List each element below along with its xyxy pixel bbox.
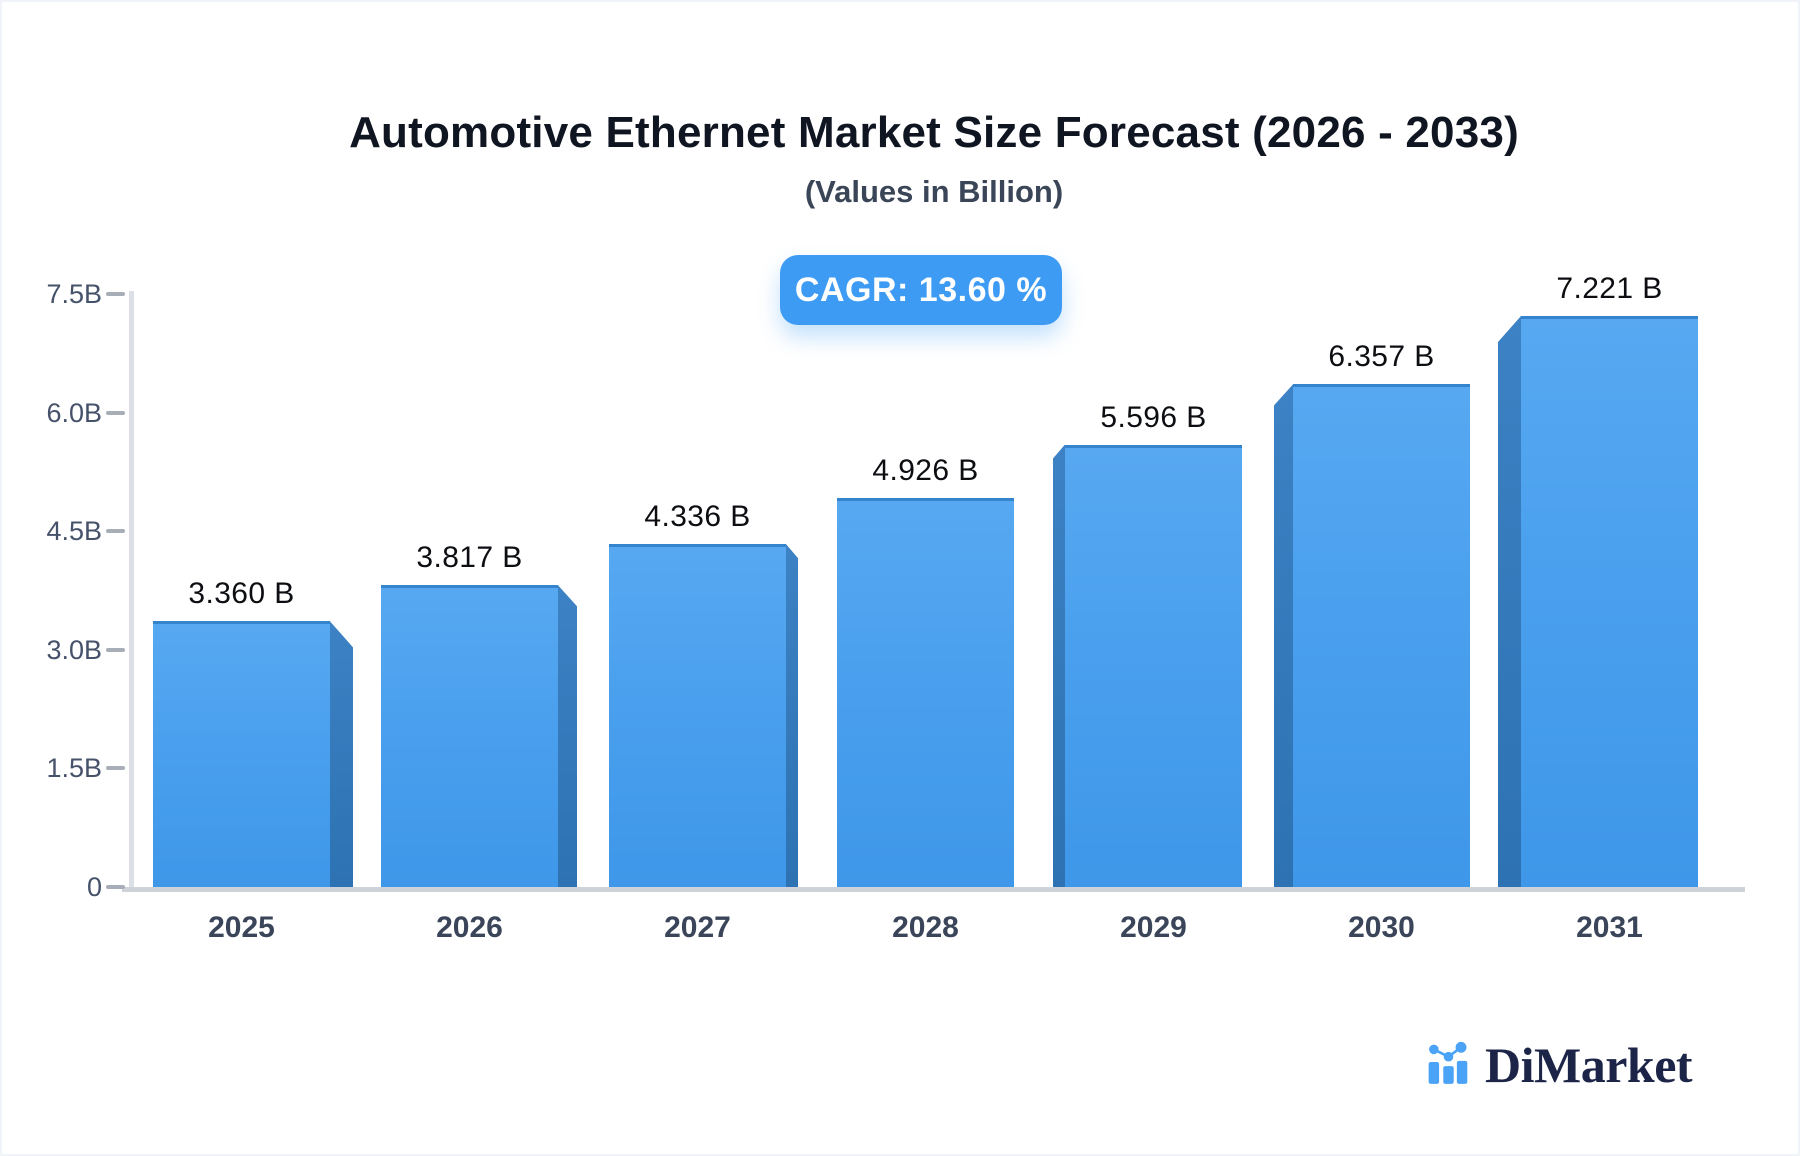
y-axis-tick-label: 3.0B [46, 634, 102, 665]
bar-value-label: 4.336 B [644, 500, 751, 534]
x-axis-tick-label: 2029 [1120, 911, 1187, 944]
y-axis-tick-label: 0 [86, 872, 102, 902]
y-axis-tick-label: 4.5B [46, 516, 102, 547]
x-axis-tick-label: 2028 [892, 911, 959, 944]
bar-3d-side [1498, 316, 1521, 887]
bar-2027 [609, 544, 786, 887]
y-axis-line [129, 291, 134, 892]
x-axis-tick-label: 2027 [664, 911, 731, 944]
x-axis-baseline [122, 887, 1745, 892]
brand-logo: DiMarket [1425, 1040, 1693, 1090]
y-axis-tick-mark [106, 291, 125, 296]
bar-2029 [1065, 444, 1242, 887]
y-axis-tick-mark [106, 529, 125, 534]
y-axis-tick-mark [106, 647, 125, 652]
x-axis-tick-label: 2025 [208, 911, 275, 944]
y-axis-tick-mark [106, 766, 125, 771]
cagr-badge-label: CAGR: 13.60 % [794, 270, 1048, 309]
y-axis-tick-mark [106, 410, 125, 415]
bar-value-label: 6.357 B [1328, 340, 1435, 374]
y-axis-tick-label: 1.5B [46, 753, 102, 784]
y-axis-tick-mark [106, 885, 125, 889]
bar-value-label: 7.221 B [1556, 272, 1663, 306]
bar-3d-side [1053, 444, 1065, 887]
y-axis-tick-label: 7.5B [46, 278, 102, 309]
x-axis-tick-label: 2031 [1576, 911, 1643, 944]
brand-logo-icon [1428, 1041, 1468, 1084]
bar-3d-side [1274, 384, 1293, 887]
chart-title: Automotive Ethernet Market Size Forecast… [349, 108, 1519, 157]
brand-logo-text: DiMarket [1485, 1037, 1693, 1093]
chart-subtitle: (Values in Billion) [804, 174, 1064, 209]
bar-value-label: 3.817 B [416, 541, 523, 575]
bar-2031 [1521, 316, 1698, 887]
y-axis-tick-label: 6.0B [46, 397, 102, 428]
bar-3d-side [558, 585, 577, 887]
x-axis-tick-label: 2030 [1348, 911, 1415, 944]
bar-3d-side [330, 621, 353, 887]
bar-2028 [837, 497, 1014, 887]
cagr-badge: CAGR: 13.60 % [780, 255, 1062, 325]
bar-2025 [153, 621, 330, 887]
bar-value-label: 5.596 B [1100, 400, 1207, 434]
bar-value-label: 3.360 B [188, 577, 295, 611]
x-axis-tick-label: 2026 [436, 911, 503, 944]
bar-2026 [381, 585, 558, 887]
bar-value-label: 4.926 B [872, 453, 979, 487]
bar-2030 [1293, 384, 1470, 887]
bar-3d-side [786, 544, 798, 887]
